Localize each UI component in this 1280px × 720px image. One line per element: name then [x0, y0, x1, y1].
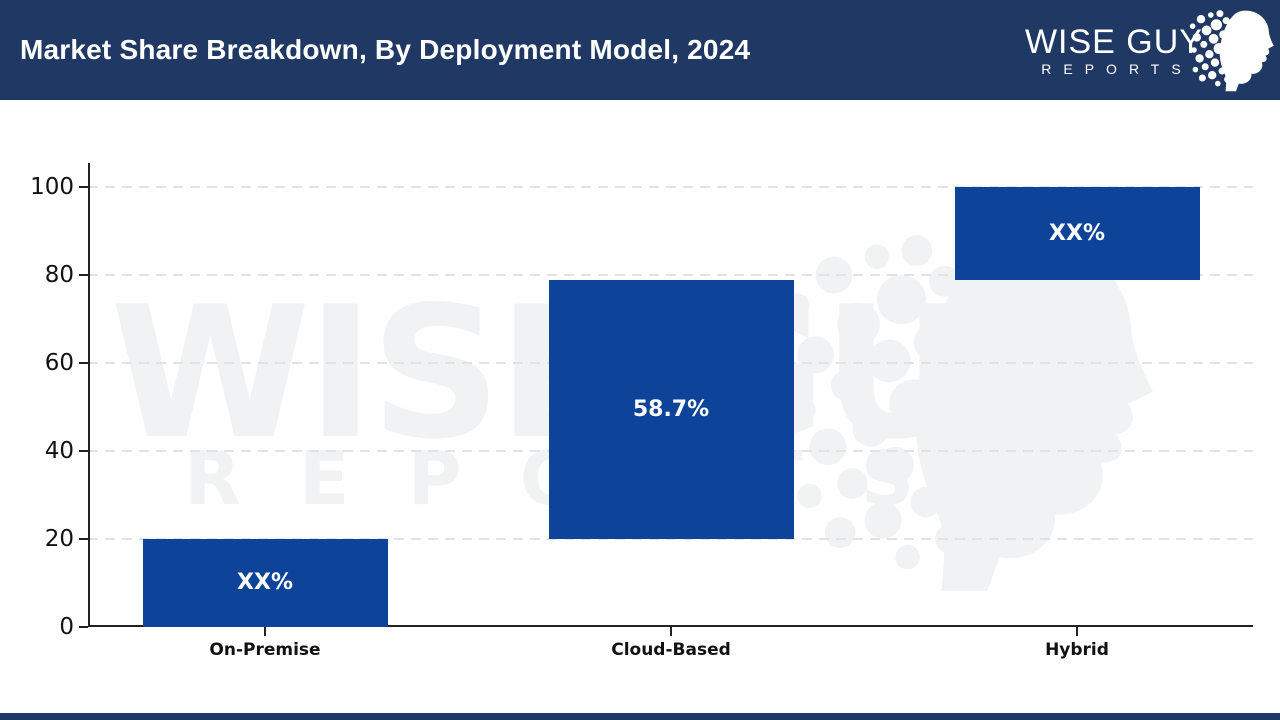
gridline-80: [88, 273, 1253, 276]
bar-value-label-hybrid: XX%: [1049, 220, 1105, 246]
y-tick-label-80: 80: [44, 261, 74, 288]
page-title: Market Share Breakdown, By Deployment Mo…: [20, 34, 751, 65]
x-tick-on-premise: [264, 627, 266, 636]
bar-value-label-on-premise: XX%: [237, 570, 293, 596]
gridline-100: [88, 185, 1253, 188]
head-profile-dots-icon: [1189, 10, 1274, 92]
bar-value-label-cloud-based: 58.7%: [632, 396, 710, 422]
y-tick-60: [79, 361, 88, 364]
y-tick-80: [79, 273, 88, 276]
y-tick-label-60: 60: [44, 349, 74, 376]
y-tick-100: [79, 185, 88, 188]
bar-hybrid: XX%: [954, 186, 1200, 281]
brand-logo-text: WISE GUY REPORTS: [1025, 25, 1203, 76]
x-tick-label-cloud-based: Cloud-Based: [611, 640, 731, 660]
brand-logo-subtitle: REPORTS: [1041, 60, 1193, 77]
x-tick-cloud-based: [670, 627, 672, 636]
y-tick-label-100: 100: [30, 173, 74, 200]
x-tick-label-on-premise: On-Premise: [209, 640, 321, 660]
header-bar: Market Share Breakdown, By Deployment Mo…: [0, 0, 1280, 100]
y-tick-40: [79, 449, 88, 452]
y-tick-label-20: 20: [44, 525, 74, 552]
y-tick-0: [79, 625, 88, 628]
brand-logo: WISE GUY REPORTS: [1025, 0, 1280, 100]
y-tick-label-0: 0: [59, 613, 74, 640]
bar-on-premise: XX%: [142, 538, 388, 627]
brand-logo-wordmark: WISE GUY: [1024, 22, 1203, 61]
x-tick-label-hybrid: Hybrid: [1045, 640, 1109, 660]
y-tick-label-40: 40: [44, 437, 74, 464]
y-tick-20: [79, 537, 88, 540]
gridline-20: [88, 537, 1253, 540]
footer-bar: [0, 713, 1280, 720]
x-tick-hybrid: [1076, 627, 1078, 636]
bar-cloud-based: 58.7%: [548, 280, 794, 539]
y-axis-line: [88, 163, 90, 627]
x-axis-line: [88, 625, 1253, 627]
